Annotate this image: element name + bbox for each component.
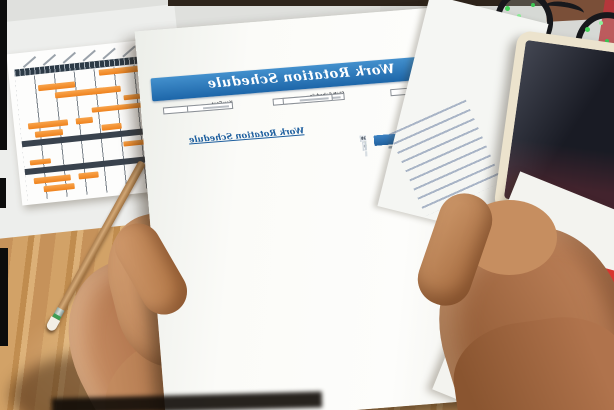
gantt-bar (75, 116, 93, 124)
gantt-bar (33, 174, 71, 184)
gantt-bar (43, 183, 75, 193)
green-reflection-dot (605, 39, 609, 43)
gantt-bar (101, 122, 122, 131)
gantt-column-label (42, 53, 56, 66)
shift-cell (364, 141, 367, 151)
gantt-column-label (82, 49, 96, 62)
shift-schedule-box (282, 93, 333, 105)
sub-shift-cell (365, 151, 368, 157)
gantt-bar (38, 81, 76, 91)
agenda-text-lines (388, 97, 503, 217)
gantt-column-label (102, 47, 116, 60)
gantt-bar (34, 129, 64, 138)
gantt-column-label (62, 51, 76, 64)
green-reflection-dot (531, 3, 535, 7)
gantt-bar (28, 119, 68, 129)
key-fact-box (186, 101, 234, 113)
green-reflection-dot (585, 27, 590, 32)
green-reflection-dot (505, 6, 510, 11)
frame-edge-shadow (0, 0, 7, 150)
frame-edge-shadow (0, 178, 6, 208)
gantt-bar (29, 158, 51, 166)
gantt-column-label (122, 45, 136, 58)
gantt-bar (78, 171, 99, 180)
desk-edge-strip (168, 0, 614, 6)
frame-edge-shadow (0, 248, 8, 346)
gantt-bar (89, 86, 121, 95)
green-reflection-dot (599, 21, 603, 25)
gantt-column-label (22, 55, 36, 68)
